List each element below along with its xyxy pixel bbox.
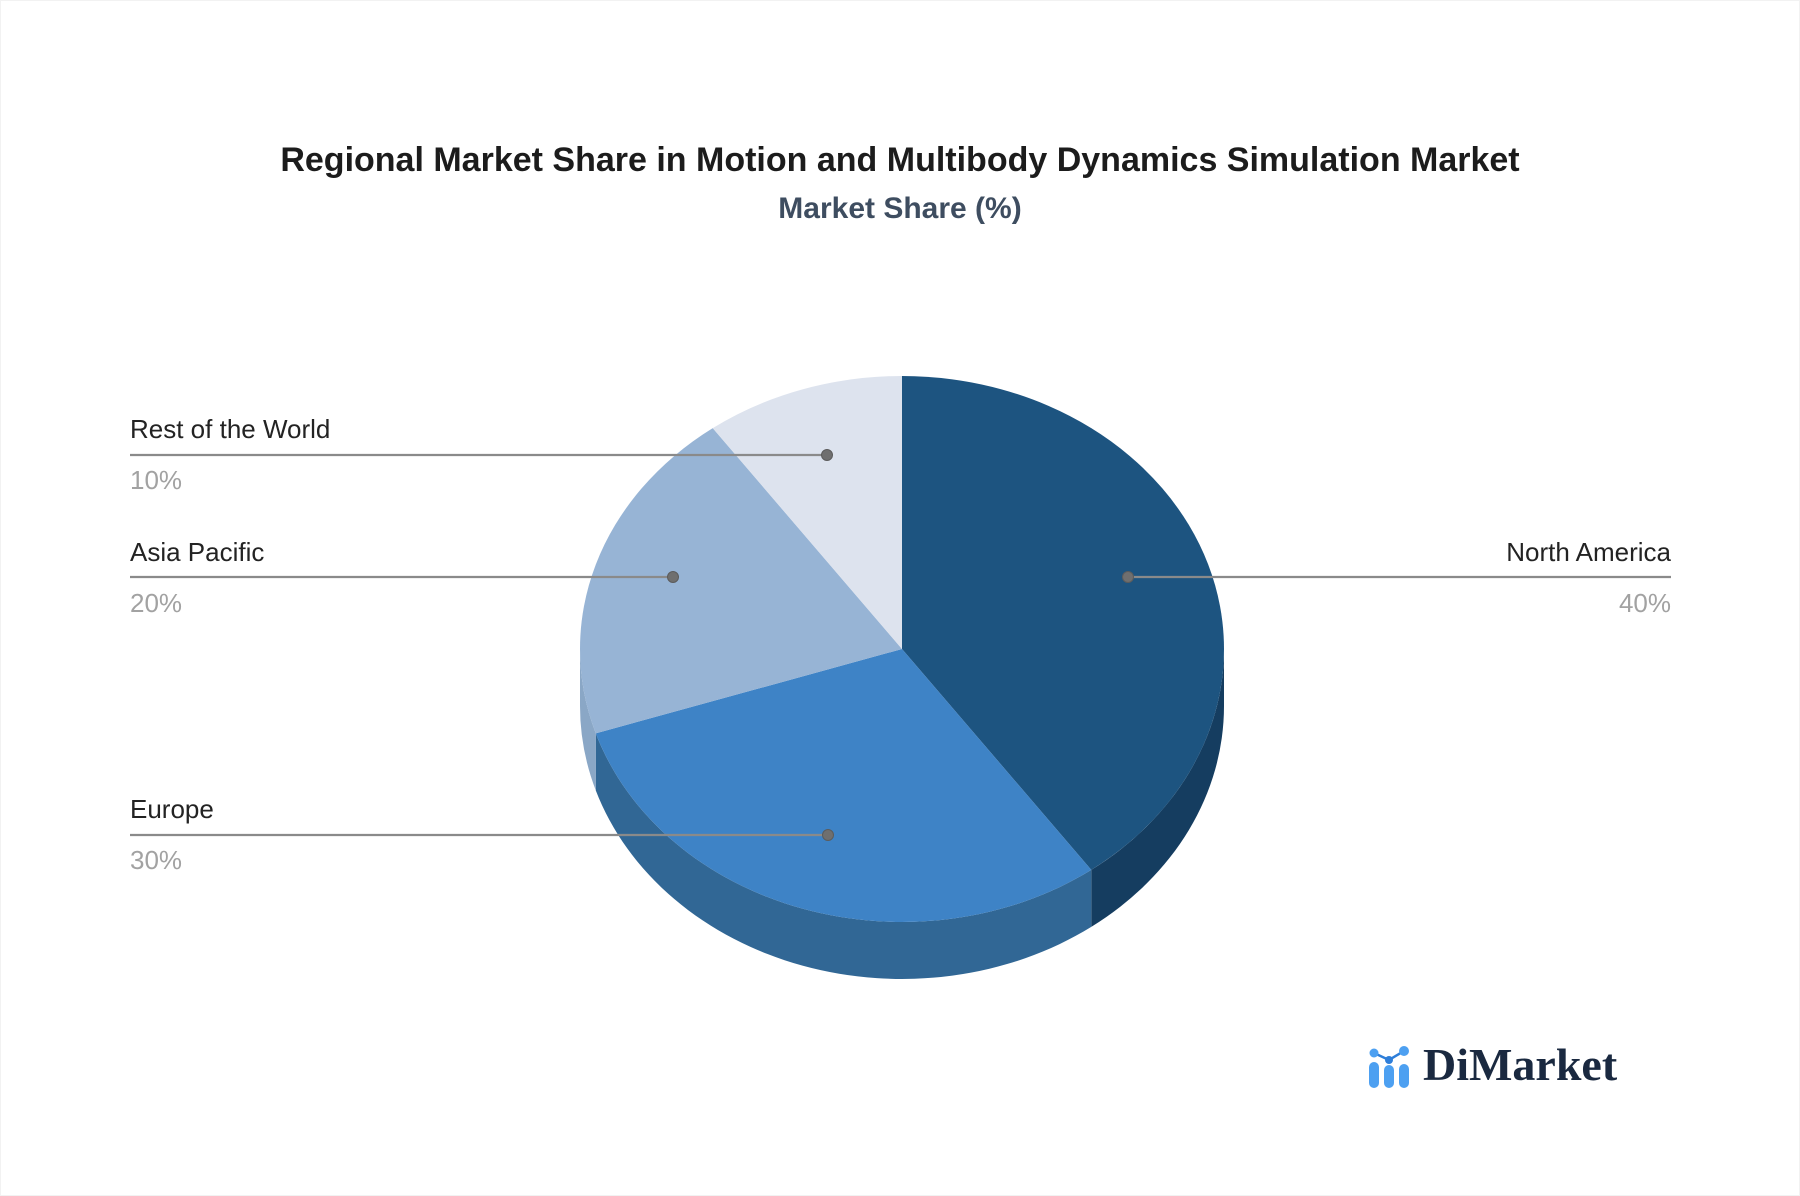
slice-percent: 40% (1618, 588, 1671, 618)
slice-label: Rest of the World (130, 414, 331, 444)
logo-bar (1369, 1062, 1379, 1088)
leader-dot-rest-of-the-world (821, 449, 833, 461)
slice-percent: 30% (130, 845, 183, 875)
slice-percent: 10% (130, 465, 183, 495)
callout-europe: Europe 30% (130, 794, 214, 875)
logo-text: DiMarket (1423, 1039, 1618, 1090)
leader-dot-europe (822, 829, 834, 841)
leader-dot-asia-pacific (667, 571, 679, 583)
pie-slice-side-asia-pacific (580, 649, 596, 791)
pie-slice-side-europe (595, 733, 1092, 979)
chart-subtitle: Market Share (%) (778, 192, 1022, 225)
callout-rest-of-world: Rest of the World 10% (130, 414, 330, 495)
logo-dot (1369, 1048, 1379, 1058)
slice-label: Asia Pacific (130, 537, 265, 567)
pie-slice-europe (595, 649, 1092, 923)
leader-dot-north-america (1122, 571, 1134, 583)
brand-logo: DiMarket (1366, 1036, 1617, 1090)
chart-title: Regional Market Share in Motion and Mult… (280, 141, 1520, 179)
pie-slice-asia-pacific (580, 428, 902, 734)
logo-chart-icon (1369, 1046, 1409, 1088)
slice-label: North America (1506, 537, 1671, 567)
logo-bar (1399, 1064, 1409, 1088)
callout-north-america: North America 40% (1506, 537, 1671, 618)
logo-dot (1385, 1056, 1393, 1064)
pie-slice-rest-of-the-world (712, 376, 902, 649)
slice-percent: 20% (130, 588, 183, 618)
logo-bar (1384, 1065, 1394, 1088)
pie-slice-north-america (902, 376, 1224, 870)
pie-slice-side-north-america (1091, 649, 1224, 927)
logo-dot (1399, 1046, 1409, 1056)
slice-label: Europe (130, 794, 214, 824)
callout-asia-pacific: Asia Pacific 20% (130, 537, 264, 618)
